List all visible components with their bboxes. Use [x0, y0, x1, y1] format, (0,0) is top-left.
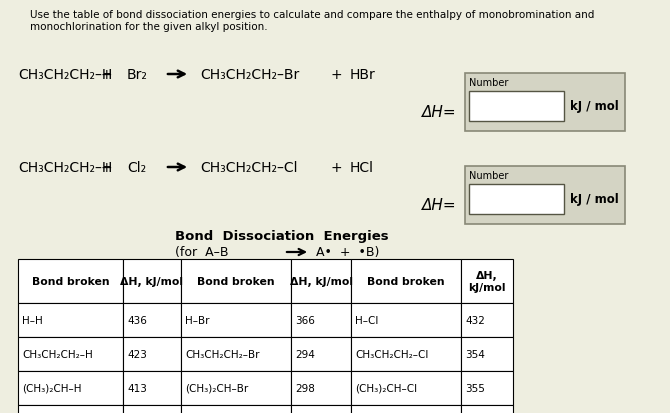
Text: CH₃CH₂CH₂–Br: CH₃CH₂CH₂–Br	[185, 349, 259, 359]
Bar	[123, 259, 181, 303]
Text: ΔH,
kJ/mol: ΔH, kJ/mol	[468, 271, 506, 292]
Bar	[123, 405, 181, 413]
Text: Br₂: Br₂	[127, 68, 148, 82]
Text: 413: 413	[127, 383, 147, 393]
Bar	[461, 337, 513, 371]
Bar	[181, 337, 291, 371]
Text: Number: Number	[469, 78, 509, 88]
Text: A•  +  •B): A• + •B)	[316, 245, 379, 259]
Bar	[461, 371, 513, 405]
Text: ΔH, kJ/mol: ΔH, kJ/mol	[121, 276, 184, 286]
Text: CH₃CH₂CH₂–Cl: CH₃CH₂CH₂–Cl	[355, 349, 428, 359]
Text: Cl₂: Cl₂	[127, 161, 146, 175]
Bar	[291, 405, 351, 413]
Bar	[351, 303, 461, 337]
Bar	[461, 259, 513, 303]
Text: H–Br: H–Br	[185, 315, 210, 325]
Text: +: +	[100, 68, 112, 82]
Bar	[351, 337, 461, 371]
Text: Bond broken: Bond broken	[197, 276, 275, 286]
Text: H–Cl: H–Cl	[355, 315, 379, 325]
Text: CH₃CH₂CH₂–H: CH₃CH₂CH₂–H	[18, 68, 113, 82]
Bar	[181, 371, 291, 405]
Text: ΔH=: ΔH=	[422, 198, 457, 213]
Bar	[465, 166, 625, 224]
Bar	[181, 259, 291, 303]
Bar	[291, 303, 351, 337]
Text: ΔH, kJ/mol: ΔH, kJ/mol	[289, 276, 352, 286]
Bar	[351, 259, 461, 303]
Text: ΔH=: ΔH=	[422, 105, 457, 120]
Text: (CH₃)₂CH–Cl: (CH₃)₂CH–Cl	[355, 383, 417, 393]
Text: +: +	[100, 161, 112, 175]
Bar	[461, 405, 513, 413]
Bar	[351, 405, 461, 413]
Bar	[123, 371, 181, 405]
Text: 423: 423	[127, 349, 147, 359]
Text: 366: 366	[295, 315, 315, 325]
Text: Number: Number	[469, 171, 509, 180]
Text: 294: 294	[295, 349, 315, 359]
Bar	[465, 74, 625, 132]
Text: CH₃CH₂CH₂–Cl: CH₃CH₂CH₂–Cl	[200, 161, 297, 175]
Text: (CH₃)₂CH–Br: (CH₃)₂CH–Br	[185, 383, 249, 393]
Bar	[291, 337, 351, 371]
Text: H–H: H–H	[22, 315, 43, 325]
Bar	[469, 92, 564, 122]
Bar	[469, 185, 564, 214]
Text: Bond broken: Bond broken	[367, 276, 445, 286]
Bar	[18, 303, 123, 337]
Bar	[351, 371, 461, 405]
Bar	[291, 259, 351, 303]
Text: HBr: HBr	[350, 68, 376, 82]
Text: monochlorination for the given alkyl position.: monochlorination for the given alkyl pos…	[30, 22, 267, 32]
Text: 298: 298	[295, 383, 315, 393]
Bar	[123, 303, 181, 337]
Bar	[123, 337, 181, 371]
Text: (for  A–B: (for A–B	[175, 245, 228, 259]
Text: CH₃CH₂CH₂–Br: CH₃CH₂CH₂–Br	[200, 68, 299, 82]
Bar	[18, 405, 123, 413]
Bar	[181, 405, 291, 413]
Text: 432: 432	[465, 315, 485, 325]
Bar	[18, 337, 123, 371]
Text: Bond broken: Bond broken	[31, 276, 109, 286]
Text: Bond  Dissociation  Energies: Bond Dissociation Energies	[175, 230, 389, 242]
Text: kJ / mol: kJ / mol	[570, 193, 619, 206]
Text: CH₃CH₂CH₂–H: CH₃CH₂CH₂–H	[18, 161, 113, 175]
Bar	[291, 371, 351, 405]
Bar	[461, 303, 513, 337]
Text: CH₃CH₂CH₂–H: CH₃CH₂CH₂–H	[22, 349, 92, 359]
Text: Use the table of bond dissociation energies to calculate and compare the enthalp: Use the table of bond dissociation energ…	[30, 10, 594, 20]
Text: kJ / mol: kJ / mol	[570, 100, 619, 113]
Text: 355: 355	[465, 383, 485, 393]
Text: HCl: HCl	[350, 161, 374, 175]
Text: (CH₃)₂CH–H: (CH₃)₂CH–H	[22, 383, 82, 393]
Text: 354: 354	[465, 349, 485, 359]
Text: +: +	[330, 161, 342, 175]
Bar	[18, 371, 123, 405]
Bar	[181, 303, 291, 337]
Text: 436: 436	[127, 315, 147, 325]
Bar	[18, 259, 123, 303]
Text: +: +	[330, 68, 342, 82]
